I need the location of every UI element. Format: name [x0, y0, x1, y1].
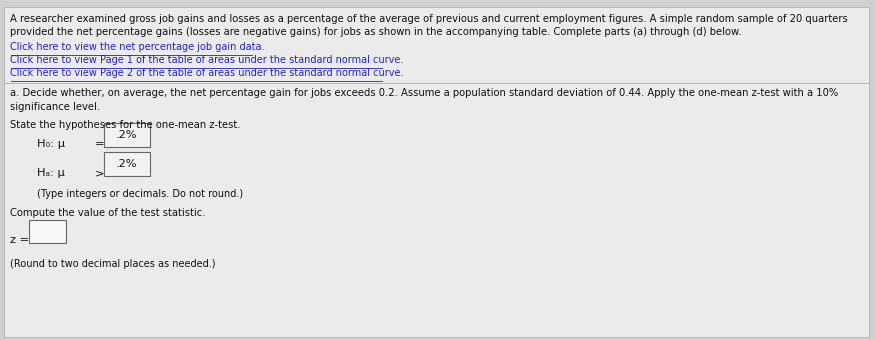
Text: Compute the value of the test statistic.: Compute the value of the test statistic. — [10, 208, 206, 218]
Text: =: = — [94, 139, 104, 149]
Text: A researcher examined gross job gains and losses as a percentage of the average : A researcher examined gross job gains an… — [10, 14, 848, 23]
Text: provided the net percentage gains (losses are negative gains) for jobs as shown : provided the net percentage gains (losse… — [10, 27, 742, 37]
FancyBboxPatch shape — [4, 7, 869, 337]
FancyBboxPatch shape — [104, 123, 150, 147]
Text: .2%: .2% — [116, 130, 137, 140]
Text: .2%: .2% — [116, 159, 137, 169]
Text: Click here to view the net percentage job gain data.: Click here to view the net percentage jo… — [10, 42, 265, 52]
Text: a. Decide whether, on average, the net percentage gain for jobs exceeds 0.2. Ass: a. Decide whether, on average, the net p… — [10, 88, 839, 98]
Text: H₀: μ: H₀: μ — [37, 139, 65, 149]
Text: z =: z = — [10, 235, 30, 245]
Text: significance level.: significance level. — [10, 102, 101, 112]
Text: State the hypotheses for the one-mean z-test.: State the hypotheses for the one-mean z-… — [10, 120, 241, 130]
Text: Click here to view Page 2 of the table of areas under the standard normal curve.: Click here to view Page 2 of the table o… — [10, 68, 404, 78]
FancyBboxPatch shape — [29, 220, 66, 243]
Text: >: > — [94, 168, 104, 178]
Text: Hₐ: μ: Hₐ: μ — [37, 168, 65, 178]
Text: Click here to view Page 1 of the table of areas under the standard normal curve.: Click here to view Page 1 of the table o… — [10, 55, 404, 65]
FancyBboxPatch shape — [104, 152, 150, 176]
Text: (Type integers or decimals. Do not round.): (Type integers or decimals. Do not round… — [37, 189, 243, 199]
Text: (Round to two decimal places as needed.): (Round to two decimal places as needed.) — [10, 259, 216, 269]
